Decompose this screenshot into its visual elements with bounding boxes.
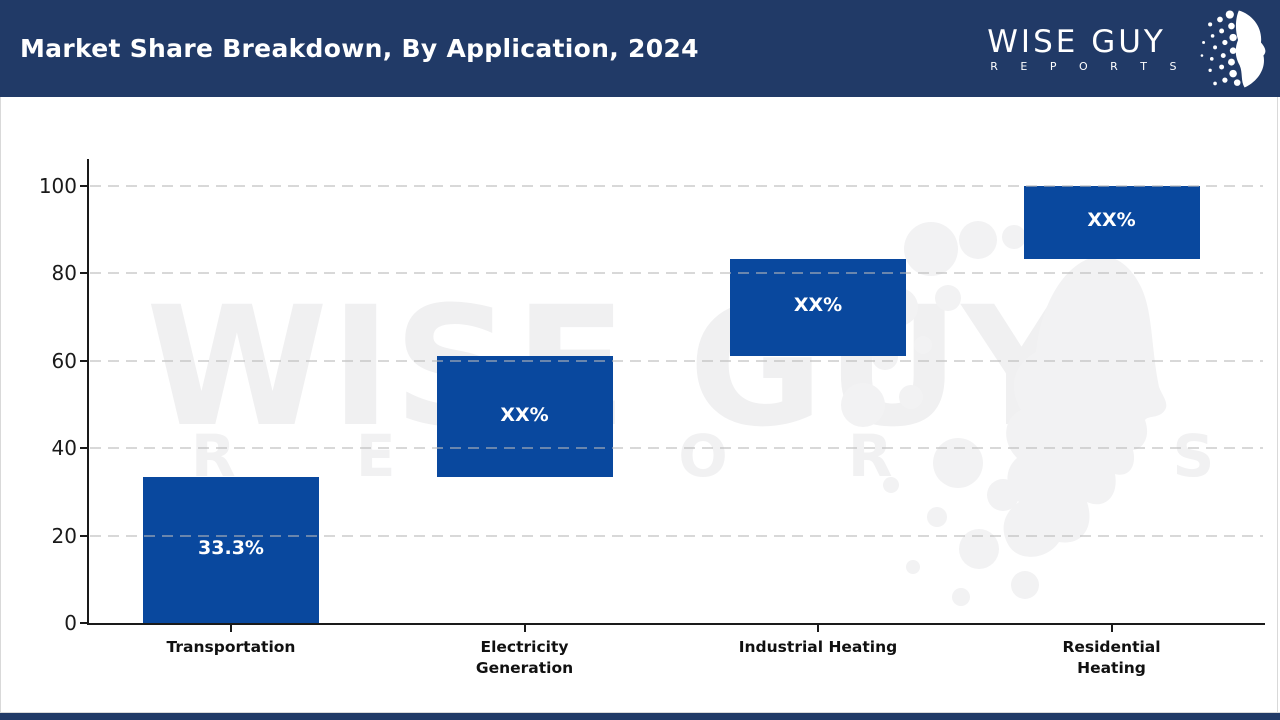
market-share-bar [730, 258, 906, 356]
logo-text: WISE GUY R E P O R T S [987, 23, 1186, 73]
chart-title: Market Share Breakdown, By Application, … [20, 34, 699, 63]
y-gridline [90, 359, 1263, 362]
y-gridline [90, 447, 1263, 450]
chart-area: WISE GUY R E P O R T S 0 20 40 60 80 100 33.3%… [0, 97, 1278, 712]
x-axis-tick-mark [523, 625, 526, 632]
y-axis-tick-mark [80, 447, 89, 450]
bar-value-label: XX% [1087, 209, 1136, 232]
y-axis-tick-label: 60 [51, 348, 77, 373]
x-axis-category-label: Electricity Generation [475, 638, 574, 677]
y-axis-tick-label: 20 [51, 523, 77, 548]
header-bar: Market Share Breakdown, By Application, … [0, 0, 1280, 97]
y-axis-tick-mark [80, 272, 89, 275]
market-share-bar [1023, 186, 1200, 259]
y-axis-tick-label: 40 [51, 436, 77, 461]
bar-value-label: XX% [500, 403, 549, 426]
y-axis-tick-label: 0 [64, 611, 77, 635]
y-axis-tick-mark [80, 534, 89, 537]
x-axis-tick-mark [817, 625, 819, 632]
bar-value-label: XX% [793, 294, 843, 317]
logo-wordmark: WISE GUY [987, 23, 1166, 60]
x-axis-category-label: Industrial Heating [738, 638, 898, 656]
bottom-divider-line [0, 712, 1280, 713]
logo-subtitle: R E P O R T S [990, 59, 1186, 73]
watermark-wordmark: WISE GUY [146, 271, 1084, 463]
y-axis-tick-label: 100 [38, 174, 77, 198]
logo-head-icon [1200, 10, 1266, 88]
market-share-bar [436, 355, 613, 478]
y-axis-tick-mark [80, 185, 89, 187]
wise-guy-reports-logo: WISE GUY R E P O R T S [987, 8, 1266, 90]
market-share-bar [143, 477, 319, 623]
y-gridline [90, 272, 1263, 275]
y-axis-tick-label: 80 [51, 261, 77, 286]
x-axis-tick-mark [1110, 625, 1113, 632]
footer-bar [0, 713, 1280, 720]
y-axis-tick-mark [80, 622, 89, 624]
x-axis-category-label: Residential Heating [1062, 638, 1161, 677]
x-axis-category-label: Transportation [166, 638, 296, 656]
y-gridline [90, 534, 1263, 537]
x-axis-spine [87, 623, 1265, 625]
y-gridline [90, 185, 1263, 187]
x-axis-tick-mark [230, 625, 232, 632]
bar-value-label: 33.3% [198, 537, 264, 560]
y-axis-spine [87, 159, 89, 625]
y-axis-tick-mark [80, 359, 89, 362]
